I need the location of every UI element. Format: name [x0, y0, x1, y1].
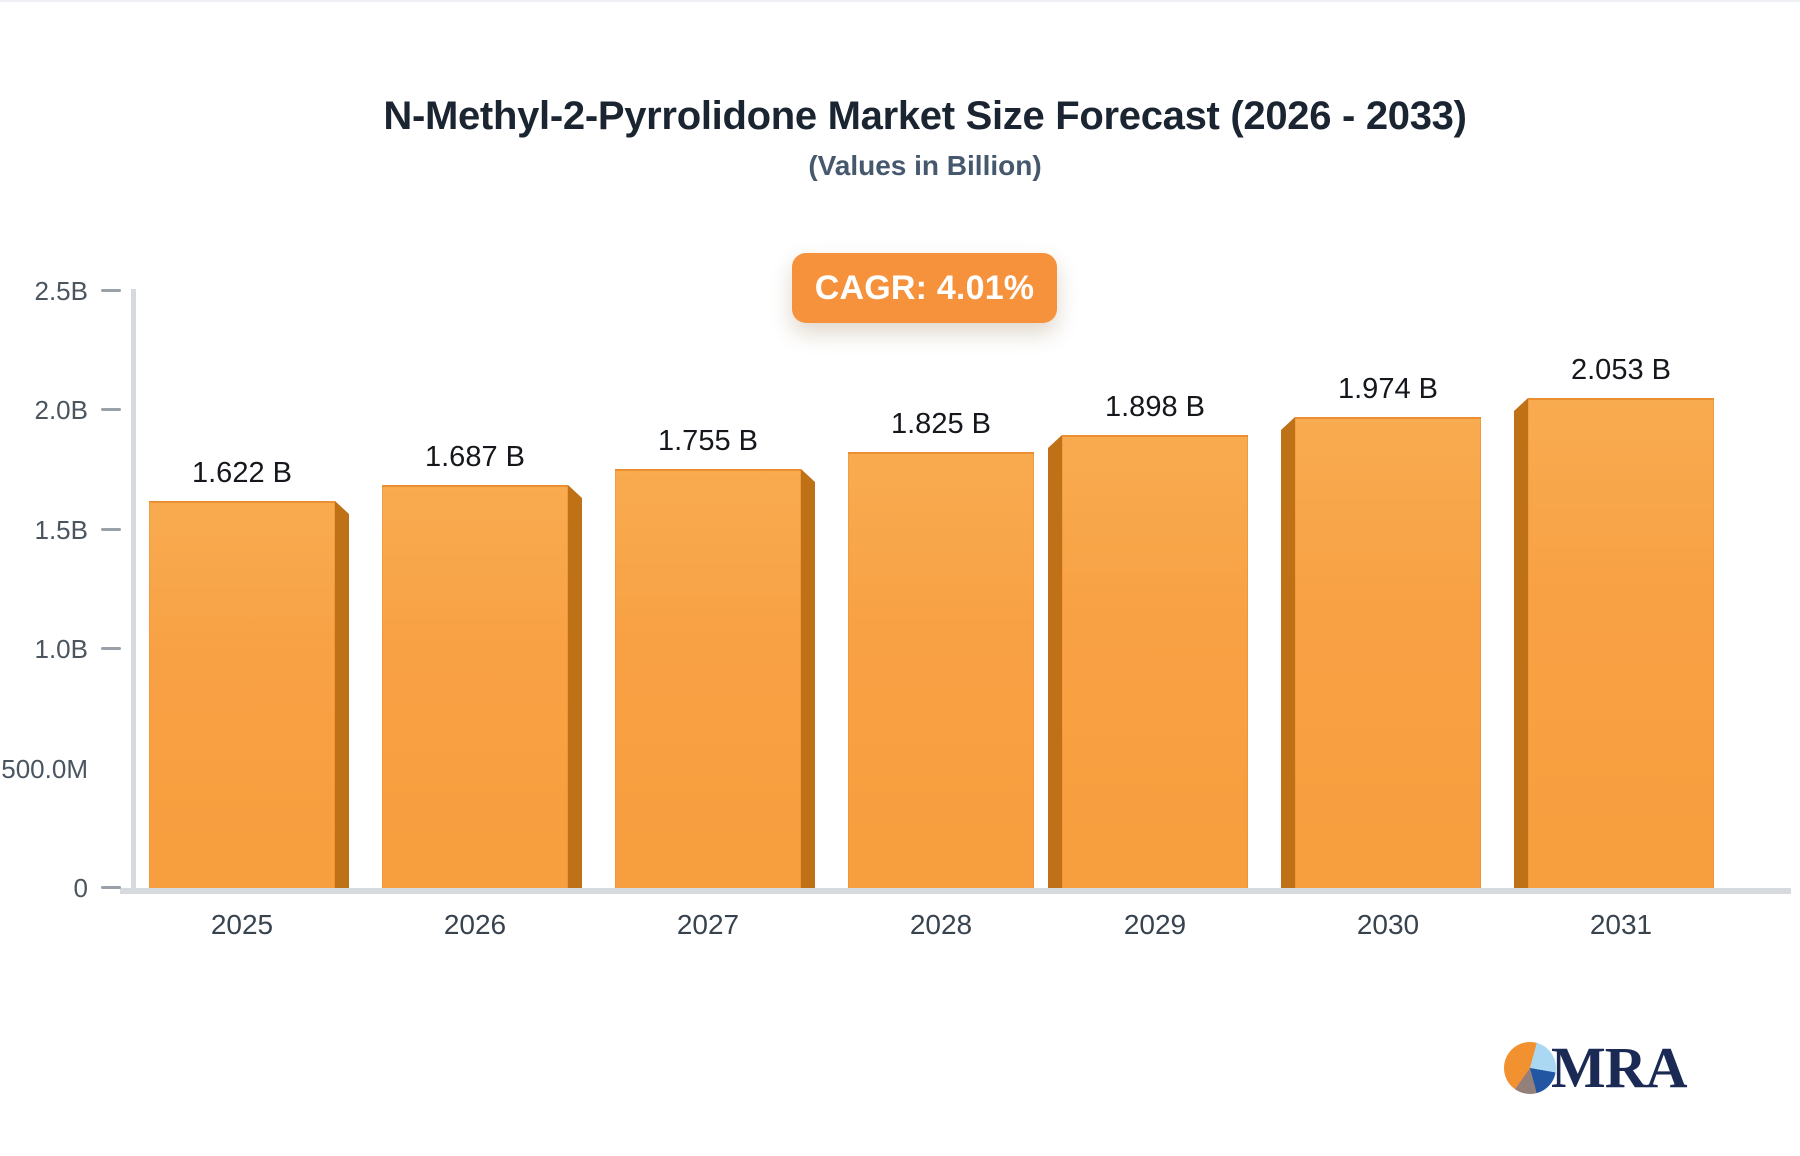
bar-value-label: 1.898 B [1105, 391, 1205, 423]
bar-face [615, 469, 801, 888]
bar-face [1062, 435, 1248, 888]
mra-logo-text: MRA [1551, 1035, 1688, 1100]
bar-value-label: 2.053 B [1571, 354, 1671, 386]
y-axis-tick-label: 1.0B [34, 634, 89, 665]
bar-value-label: 1.687 B [425, 441, 525, 473]
y-axis-tick-label: 2.5B [34, 276, 89, 306]
chart-subtitle: (Values in Billion) [808, 150, 1042, 181]
bar-side-face [335, 501, 349, 888]
x-axis-label: 2027 [676, 909, 740, 940]
bar-side-face [568, 485, 582, 888]
y-axis-line [131, 289, 136, 890]
bar-face [848, 452, 1034, 888]
y-axis-tick-label: 0 [73, 873, 88, 903]
top-border-line [0, 0, 1800, 2]
mra-logo: MRA [1504, 1035, 1688, 1100]
y-axis-tick-label: 500.0M [1, 753, 88, 784]
chart-title: N-Methyl-2-Pyrrolidone Market Size Forec… [383, 94, 1467, 138]
bar-face [149, 501, 335, 888]
x-axis-label: 2026 [443, 909, 507, 940]
cagr-badge-label: CAGR: 4.01% [814, 268, 1035, 307]
y-axis-tick-mark [101, 647, 121, 651]
bar-side-face [1281, 417, 1295, 888]
y-axis-tick-label: 2.0B [34, 395, 89, 426]
bar-value-label: 1.622 B [192, 457, 292, 489]
bar-2028 [848, 452, 1034, 888]
bar-2030 [1281, 417, 1481, 888]
y-axis-tick-label: 1.5B [34, 514, 89, 545]
x-axis-label: 2025 [210, 909, 274, 940]
bar-side-face [1514, 398, 1528, 888]
x-axis-label: 2028 [909, 909, 973, 940]
bar-2027 [615, 469, 815, 888]
bar-value-label: 1.974 B [1338, 373, 1438, 405]
y-axis-tick-mark [101, 408, 121, 412]
bar-value-label: 1.755 B [658, 425, 758, 457]
x-axis-label: 2031 [1589, 909, 1653, 940]
bar-side-face [1048, 435, 1062, 888]
bar-2026 [382, 485, 582, 888]
bar-side-face [801, 469, 815, 888]
y-axis-tick-mark [101, 886, 121, 889]
bar-2029 [1048, 435, 1248, 888]
bar-face [1528, 398, 1714, 888]
y-axis-tick-mark [101, 289, 121, 292]
bar-face [1295, 417, 1481, 888]
bar-2031 [1514, 398, 1714, 888]
bar-value-label: 1.825 B [891, 408, 991, 440]
x-axis-label: 2030 [1356, 909, 1420, 940]
x-axis-label: 2029 [1123, 909, 1187, 940]
bar-2025 [149, 501, 349, 888]
mra-logo-pie-icon [1504, 1042, 1556, 1094]
x-axis-baseline [120, 888, 1791, 894]
bar-face [382, 485, 568, 888]
cagr-badge: CAGR: 4.01% [792, 253, 1057, 323]
y-axis-tick-mark [101, 527, 121, 531]
